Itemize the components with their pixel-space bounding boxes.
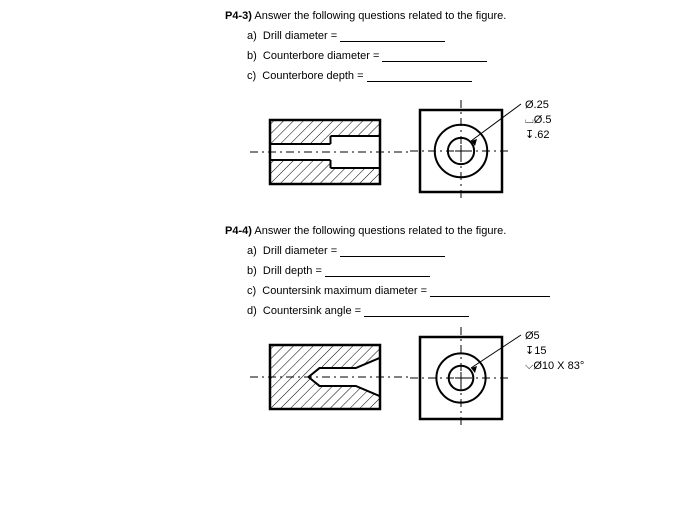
- callout-dia: Ø.25: [525, 98, 552, 113]
- p43-items: a) Drill diameter = b) Counterbore diame…: [247, 30, 665, 82]
- callout-depth: ↧15: [525, 344, 584, 359]
- item-letter: c): [247, 70, 256, 82]
- item-label: Countersink angle =: [263, 305, 361, 317]
- p43-prompt: Answer the following questions related t…: [254, 10, 506, 22]
- p43-svg: [225, 90, 525, 215]
- p43-item-a: a) Drill diameter =: [247, 30, 665, 42]
- item-label: Drill depth =: [263, 265, 322, 277]
- p44-callout: Ø5 ↧15 ⌵Ø10 X 83°: [525, 329, 584, 374]
- callout-dia: Ø5: [525, 329, 584, 344]
- worksheet-content: P4-3) Answer the following questions rel…: [225, 10, 665, 435]
- item-label: Drill diameter =: [263, 30, 337, 42]
- p44-item-a: a) Drill diameter =: [247, 245, 665, 257]
- item-label: Drill diameter =: [263, 245, 337, 257]
- item-letter: b): [247, 50, 257, 62]
- p44-item-b: b) Drill depth =: [247, 265, 665, 277]
- callout-cbore: ⌴Ø.5: [525, 113, 552, 128]
- p43-item-c: c) Counterbore depth =: [247, 70, 665, 82]
- item-label: Counterbore depth =: [262, 70, 363, 82]
- p44-prompt-line: P4-4) Answer the following questions rel…: [225, 225, 665, 237]
- answer-blank[interactable]: [367, 71, 472, 82]
- answer-blank[interactable]: [340, 31, 445, 42]
- item-letter: a): [247, 30, 257, 42]
- answer-blank[interactable]: [364, 306, 469, 317]
- p44-figure: Ø5 ↧15 ⌵Ø10 X 83°: [225, 325, 665, 425]
- answer-blank[interactable]: [325, 266, 430, 277]
- callout-csink: ⌵Ø10 X 83°: [525, 359, 584, 374]
- p44-svg: [225, 325, 525, 425]
- p43-id: P4-3): [225, 10, 252, 22]
- answer-blank[interactable]: [382, 51, 487, 62]
- answer-blank[interactable]: [340, 246, 445, 257]
- p43-prompt-line: P4-3) Answer the following questions rel…: [225, 10, 665, 22]
- p44-id: P4-4): [225, 225, 252, 237]
- answer-blank[interactable]: [430, 286, 550, 297]
- callout-depth: ↧.62: [525, 128, 552, 143]
- item-label: Counterbore diameter =: [263, 50, 379, 62]
- item-letter: d): [247, 305, 257, 317]
- item-letter: b): [247, 265, 257, 277]
- p44-item-d: d) Countersink angle =: [247, 305, 665, 317]
- item-letter: a): [247, 245, 257, 257]
- item-letter: c): [247, 285, 256, 297]
- item-label: Countersink maximum diameter =: [262, 285, 427, 297]
- p43-figure: Ø.25 ⌴Ø.5 ↧.62: [225, 90, 665, 215]
- p44-items: a) Drill diameter = b) Drill depth = c) …: [247, 245, 665, 317]
- p43-callout: Ø.25 ⌴Ø.5 ↧.62: [525, 98, 552, 143]
- p43-item-b: b) Counterbore diameter =: [247, 50, 665, 62]
- p44-prompt: Answer the following questions related t…: [254, 225, 506, 237]
- p44-item-c: c) Countersink maximum diameter =: [247, 285, 665, 297]
